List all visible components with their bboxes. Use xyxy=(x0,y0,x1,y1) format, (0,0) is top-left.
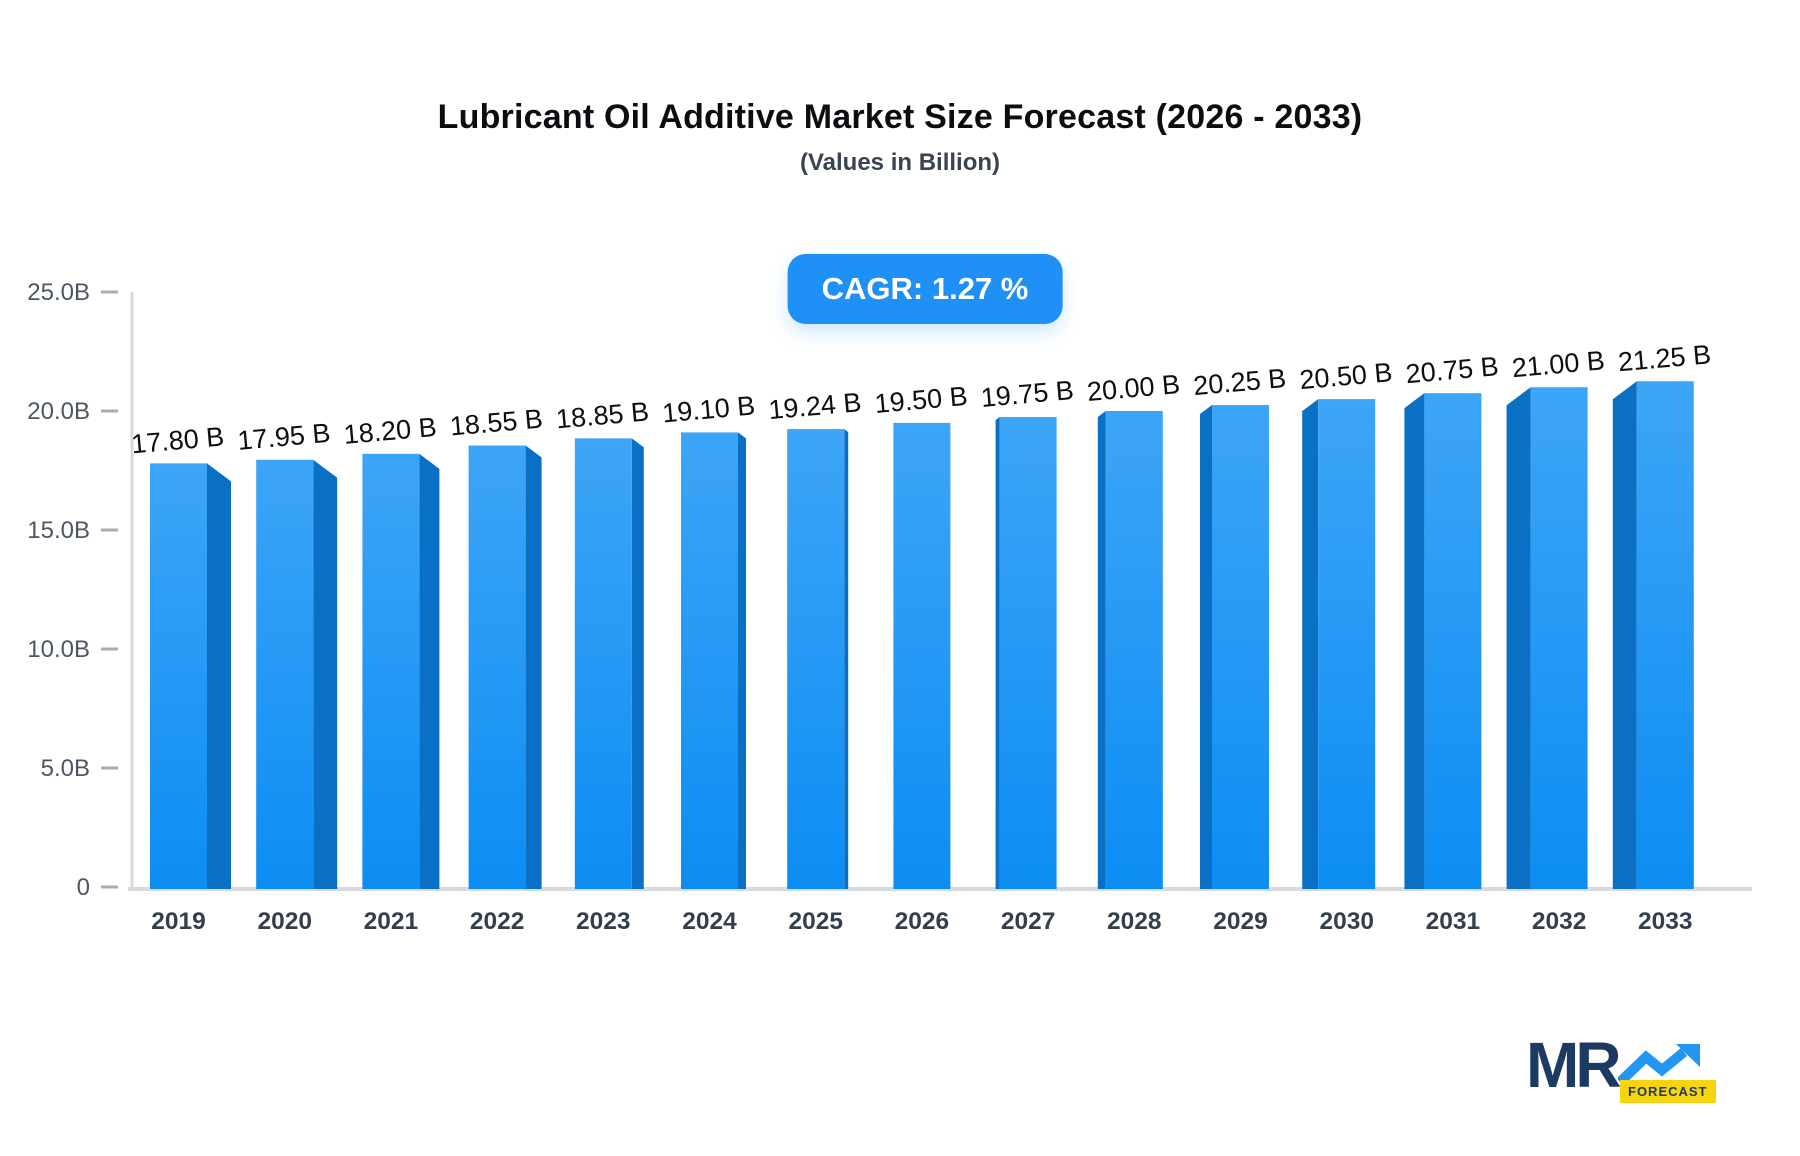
logo-forecast-text: FORECAST xyxy=(1620,1080,1716,1103)
bar-group: 20.25 B 2029 xyxy=(1192,363,1287,935)
bar-value-label: 20.75 B xyxy=(1404,351,1499,389)
x-axis-label: 2033 xyxy=(1638,908,1693,935)
bar-side-face xyxy=(207,463,231,889)
bar-value-label: 20.00 B xyxy=(1086,369,1181,407)
bar xyxy=(1636,381,1694,889)
x-axis-label: 2028 xyxy=(1107,908,1162,935)
bar-side-face xyxy=(631,438,644,889)
bar xyxy=(1424,393,1482,889)
x-axis-label: 2019 xyxy=(151,908,206,935)
bar-side-face xyxy=(1097,411,1106,889)
bar-group: 19.24 B 2025 xyxy=(767,387,862,935)
bar xyxy=(1105,411,1163,889)
bar-group: 19.50 B 2026 xyxy=(873,381,968,935)
y-axis-tick-label: 0 xyxy=(77,874,90,901)
bar-side-face xyxy=(738,432,746,889)
x-axis-label: 2025 xyxy=(788,908,843,935)
y-axis-tick-label: 5.0B xyxy=(41,755,90,782)
chart-subtitle: (Values in Billion) xyxy=(799,149,1001,176)
bar-group: 18.20 B 2021 xyxy=(342,412,440,935)
bar-side-face xyxy=(419,453,440,889)
bar-group: 20.75 B 2031 xyxy=(1404,351,1500,935)
bar-value-label: 20.25 B xyxy=(1192,363,1287,401)
bar-side-face xyxy=(1506,387,1531,889)
bar-group: 21.25 B 2033 xyxy=(1612,339,1712,935)
bar xyxy=(468,445,526,889)
bar xyxy=(574,438,632,889)
bar-value-label: 20.50 B xyxy=(1298,357,1393,395)
logo-trend-arrow-icon xyxy=(1618,1044,1700,1086)
bar-side-face xyxy=(995,416,1000,889)
x-axis-label: 2020 xyxy=(257,908,312,935)
x-axis-label: 2032 xyxy=(1532,908,1587,935)
bar-group: 19.75 B 2027 xyxy=(980,375,1075,935)
x-axis-label: 2023 xyxy=(576,908,631,935)
bar xyxy=(681,432,738,889)
bar-group: 17.95 B 2020 xyxy=(236,418,338,935)
bar-group: 20.00 B 2028 xyxy=(1086,369,1181,935)
x-axis-label: 2021 xyxy=(364,908,419,935)
bar-value-label: 19.10 B xyxy=(661,390,756,428)
bar xyxy=(1318,399,1376,889)
bar-side-face xyxy=(1302,399,1319,889)
bar-group: 18.85 B 2023 xyxy=(555,396,650,935)
x-axis-label: 2026 xyxy=(895,908,950,935)
bar xyxy=(999,416,1057,889)
x-axis-label: 2024 xyxy=(682,908,737,935)
bar-value-label: 21.00 B xyxy=(1511,345,1606,383)
x-axis-label: 2030 xyxy=(1319,908,1374,935)
bar-value-label: 19.24 B xyxy=(767,387,862,425)
bar xyxy=(1212,405,1269,889)
bar xyxy=(1530,387,1588,889)
bar-value-label: 19.75 B xyxy=(980,375,1075,413)
bar-side-face xyxy=(1612,381,1637,889)
bar-value-label: 17.95 B xyxy=(236,418,331,456)
x-axis-label: 2031 xyxy=(1426,908,1481,935)
bar-side-face xyxy=(1404,393,1425,889)
bar xyxy=(362,453,420,889)
bar xyxy=(256,459,314,889)
bar-group: 21.00 B 2032 xyxy=(1506,345,1606,935)
x-axis-label: 2022 xyxy=(470,908,525,935)
mr-forecast-logo: MR FORECAST xyxy=(1526,1029,1716,1104)
bar-value-label: 18.55 B xyxy=(449,404,544,442)
y-axis-tick-label: 20.0B xyxy=(27,398,90,425)
y-axis-tick-label: 10.0B xyxy=(27,636,90,663)
logo-mr-text: MR xyxy=(1526,1029,1622,1101)
bar xyxy=(150,463,207,889)
bar-value-label: 18.85 B xyxy=(555,396,650,434)
y-axis-tick-label: 25.0B xyxy=(27,279,90,306)
bar-value-label: 19.50 B xyxy=(873,381,968,419)
bar xyxy=(893,422,951,889)
bar-value-label: 17.80 B xyxy=(130,421,225,459)
bar-group: 19.10 B 2024 xyxy=(661,390,756,935)
bar-group: 20.50 B 2030 xyxy=(1298,357,1393,935)
bar-group: 18.55 B 2022 xyxy=(449,404,544,935)
bar-side-face xyxy=(1200,405,1212,889)
bar-value-label: 18.20 B xyxy=(342,412,437,450)
x-axis-label: 2029 xyxy=(1213,908,1268,935)
bar-side-face xyxy=(313,459,338,889)
y-axis-tick-label: 15.0B xyxy=(27,517,90,544)
bar-side-face xyxy=(525,445,542,889)
bar-group: 17.80 B 2019 xyxy=(130,421,231,935)
chart-title: Lubricant Oil Additive Market Size Forec… xyxy=(437,98,1363,136)
bar xyxy=(787,429,845,889)
x-axis-label: 2027 xyxy=(1001,908,1056,935)
bar-value-label: 21.25 B xyxy=(1617,339,1712,377)
bar-side-face xyxy=(844,429,849,889)
cagr-badge: CAGR: 1.27 % xyxy=(787,254,1063,324)
